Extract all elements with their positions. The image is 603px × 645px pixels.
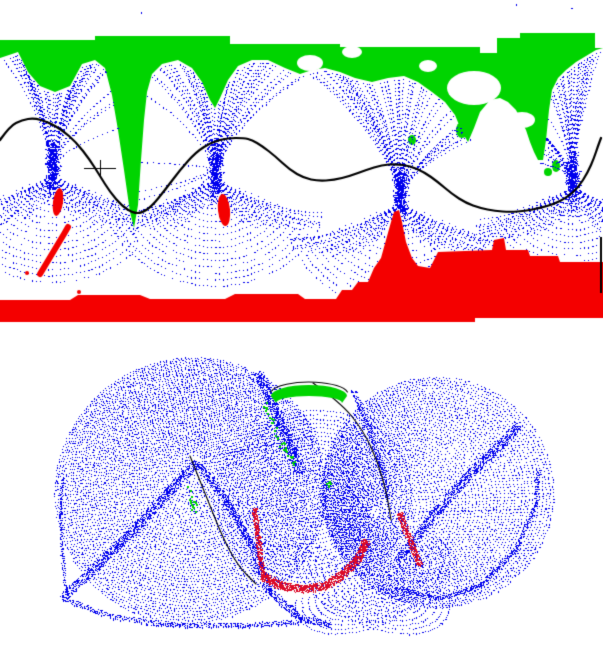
figure-stage	[0, 0, 603, 645]
field-line-figure-canvas	[0, 0, 603, 645]
